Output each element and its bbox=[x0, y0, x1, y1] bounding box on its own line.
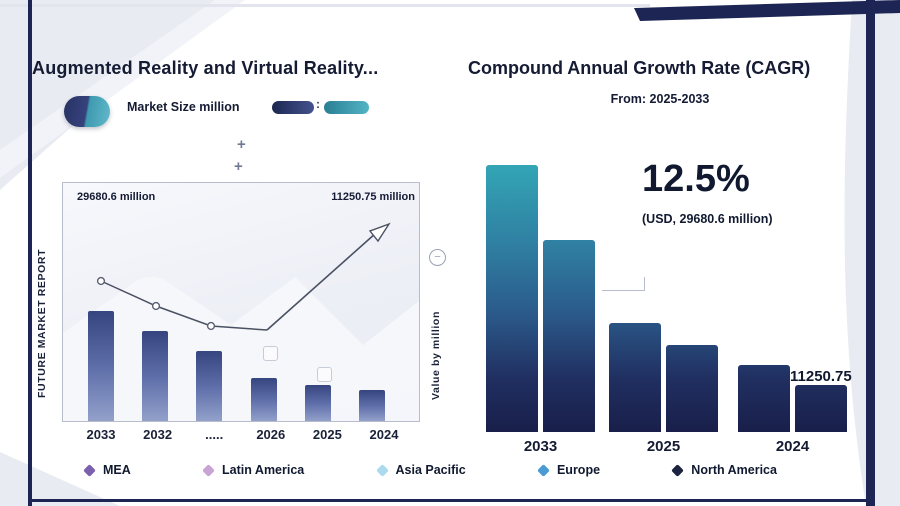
region-legend: MEA Latin America Asia Pacific Europe North … bbox=[83, 463, 777, 477]
bracket-decor bbox=[602, 277, 645, 291]
cagr-note: (USD, 29680.6 million) bbox=[642, 212, 773, 226]
region-legend-label: Latin America bbox=[222, 463, 305, 477]
cagr-bar-group-2033 bbox=[486, 165, 595, 432]
region-legend-label: North America bbox=[691, 463, 777, 477]
cagr-bar-2025-series_2 bbox=[666, 345, 718, 432]
region-legend-marker bbox=[537, 463, 550, 477]
market-size-bar-2026 bbox=[250, 378, 277, 421]
trend-arrow bbox=[96, 222, 391, 331]
cagr-bar-2024-series_2 bbox=[795, 385, 847, 432]
market-size-bar-2024 bbox=[358, 390, 385, 421]
range-pill-end bbox=[324, 101, 369, 114]
left-accent-bar bbox=[28, 0, 32, 506]
cagr-bar-annotation: 11250.75 bbox=[790, 368, 852, 385]
market-size-bar-2032 bbox=[142, 331, 169, 421]
cagr-bar-group-2024 bbox=[738, 365, 847, 432]
end-value-annotation: 11250.75 million bbox=[331, 191, 415, 203]
ghost-icon bbox=[317, 367, 332, 382]
cagr-bar-2025-series_1 bbox=[609, 323, 661, 432]
region-legend-marker bbox=[202, 463, 215, 477]
region-legend-item-latin-america: Latin America bbox=[202, 463, 305, 477]
region-legend-label: Europe bbox=[556, 463, 601, 477]
region-legend-item-europe: Europe bbox=[537, 463, 601, 477]
plus-decor-icon: + bbox=[237, 136, 246, 153]
market-size-bar-2033 bbox=[88, 311, 114, 421]
market-size-x-label: 2024 bbox=[369, 427, 399, 442]
cagr-bar-2033-series_1 bbox=[486, 165, 538, 432]
right-chart-title: Compound Annual Growth Rate (CAGR) bbox=[468, 58, 811, 78]
brand-watermark: FUTURE MARKET REPORT bbox=[36, 248, 48, 398]
range-pill-separator: : bbox=[316, 97, 320, 111]
region-legend-marker bbox=[375, 463, 389, 477]
bottom-accent-line bbox=[30, 499, 875, 502]
region-legend-item-mea: MEA bbox=[83, 463, 131, 477]
cagr-percentage: 12.5% bbox=[642, 158, 750, 200]
range-pill-start bbox=[272, 101, 314, 114]
cagr-x-axis: 2033 2025 2024 bbox=[480, 438, 860, 455]
left-chart-title: Augmented Reality and Virtual Reality... bbox=[32, 58, 379, 78]
right-accent-bar bbox=[866, 0, 875, 506]
market-size-x-label: 2032 bbox=[143, 427, 173, 442]
cagr-bar-group-2025 bbox=[609, 323, 718, 432]
cagr-x-label: 2024 bbox=[775, 438, 810, 455]
market-size-x-label: 2033 bbox=[86, 427, 116, 442]
market-size-bar-2025 bbox=[304, 385, 331, 421]
cagr-bar-2024-series_1 bbox=[738, 365, 790, 432]
cagr-x-label: 2025 bbox=[646, 438, 681, 455]
start-value-annotation: 29680.6 million bbox=[77, 191, 156, 203]
region-legend-item-north-america: North America bbox=[671, 463, 777, 477]
market-size-x-label: ..... bbox=[205, 427, 224, 442]
market-size-x-axis: 2033 2032..... 2026 2025 2024 bbox=[63, 427, 419, 442]
region-legend-label: MEA bbox=[103, 463, 131, 477]
region-legend-marker bbox=[671, 463, 685, 477]
market-size-legend-label: Market Size million bbox=[127, 100, 240, 114]
minus-circle-icon: − bbox=[429, 249, 446, 266]
market-size-bar-..... bbox=[196, 351, 223, 421]
ghost-icon bbox=[263, 346, 278, 361]
top-right-accent-band bbox=[634, 0, 900, 21]
right-chart-subtitle: From: 2025-2033 bbox=[610, 92, 710, 106]
cagr-x-label: 2033 bbox=[523, 438, 558, 455]
market-size-bars bbox=[63, 183, 419, 421]
cagr-bar-2033-series_2 bbox=[543, 240, 595, 432]
market-size-chart: 29680.6 million 11250.75 million 2033 203… bbox=[62, 182, 420, 442]
region-legend-item-asia-pacific: Asia Pacific bbox=[375, 463, 466, 477]
plus-decor-icon: + bbox=[234, 158, 243, 175]
region-legend-label: Asia Pacific bbox=[395, 463, 466, 477]
region-legend-marker bbox=[83, 463, 96, 477]
market-size-x-label: 2026 bbox=[256, 427, 286, 442]
market-size-x-label: 2025 bbox=[312, 427, 342, 442]
cagr-chart bbox=[480, 165, 860, 432]
market-size-legend-icon bbox=[64, 96, 110, 127]
value-axis-label: Value by million bbox=[430, 311, 442, 401]
